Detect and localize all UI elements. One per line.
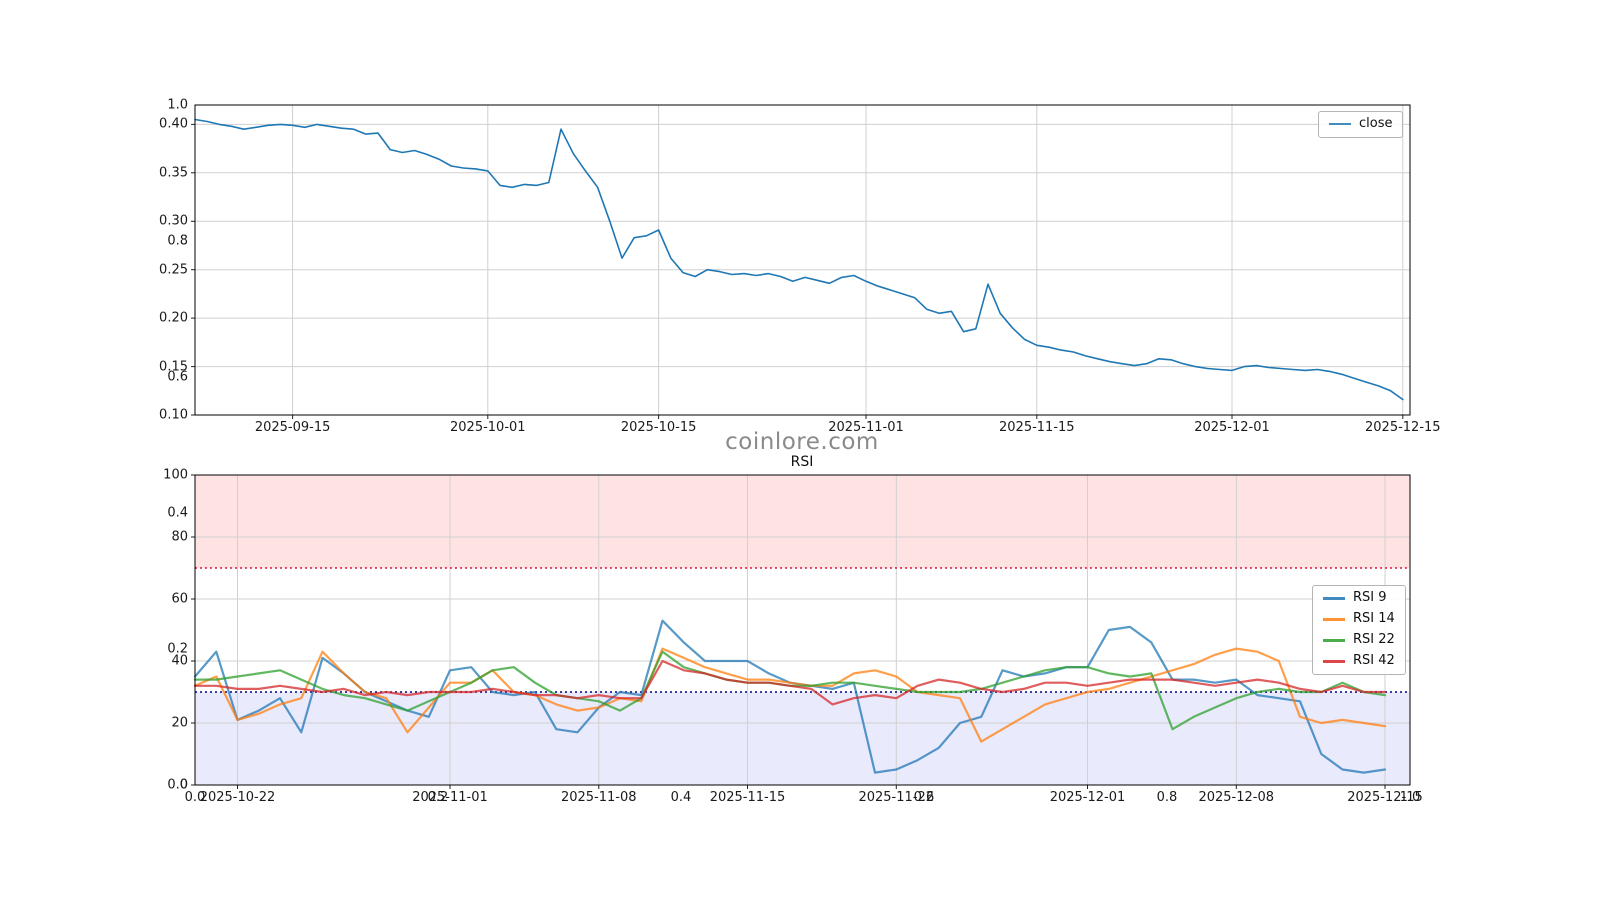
legend-item: close bbox=[1329, 116, 1393, 132]
ytick-label: 0.20 bbox=[159, 310, 188, 326]
xtick-label: 0.6 bbox=[913, 790, 935, 805]
xtick-label: 2025-10-01 bbox=[450, 420, 526, 435]
legend-label: RSI 22 bbox=[1353, 631, 1395, 647]
watermark: coinlore.com bbox=[725, 429, 879, 455]
ytick-label: 1.0 bbox=[167, 97, 188, 113]
rsi-legend: RSI 9 RSI 14 RSI 22 RSI 42 bbox=[1312, 585, 1406, 675]
xtick-label: 1.0 bbox=[1399, 790, 1421, 805]
legend-label: close bbox=[1359, 116, 1393, 131]
xtick-label: 0.8 bbox=[1156, 790, 1178, 805]
legend-line-swatch bbox=[1329, 123, 1351, 126]
ytick-label: 0.25 bbox=[159, 262, 188, 278]
xtick-label: 0.4 bbox=[670, 790, 692, 805]
xtick-label: 2025-11-01 bbox=[828, 420, 904, 435]
xtick-label: 2025-11-22 bbox=[858, 790, 935, 805]
xtick-label: 2025-11-08 bbox=[560, 790, 637, 805]
ytick-label: 40 bbox=[171, 653, 188, 669]
legend-line-swatch bbox=[1323, 639, 1345, 642]
ytick-label: 0.15 bbox=[159, 359, 188, 375]
xtick-label: 2025-12-08 bbox=[1198, 790, 1275, 805]
legend-item: RSI 14 bbox=[1323, 610, 1395, 627]
ytick-label: 20 bbox=[171, 715, 188, 731]
ytick-label: 0.30 bbox=[159, 213, 188, 229]
rsi-title: RSI bbox=[790, 454, 814, 470]
legend-item: RSI 42 bbox=[1323, 652, 1395, 669]
xtick-label: 0.2 bbox=[427, 790, 449, 805]
xtick-label: 2025-09-15 bbox=[254, 420, 331, 435]
legend-label: RSI 14 bbox=[1353, 610, 1395, 626]
ytick-label: 0 bbox=[179, 777, 188, 793]
xtick-label: 2025-12-15 bbox=[1347, 790, 1423, 805]
legend-line-swatch bbox=[1323, 597, 1345, 600]
ytick-label: 0.6 bbox=[167, 369, 188, 385]
legend-line-swatch bbox=[1323, 618, 1345, 621]
ytick-label: 60 bbox=[171, 591, 188, 607]
ytick-label: 0.0 bbox=[167, 777, 188, 793]
ytick-label: 100 bbox=[163, 467, 188, 483]
ytick-label: 0.8 bbox=[167, 233, 188, 249]
xtick-label: 2025-11-15 bbox=[999, 420, 1075, 435]
legend-item: RSI 22 bbox=[1323, 631, 1395, 648]
ytick-label: 0.35 bbox=[159, 165, 188, 181]
ytick-label: 0.40 bbox=[159, 116, 188, 132]
xtick-label: 2025-11-15 bbox=[709, 790, 786, 805]
xtick-label: 2025-12-01 bbox=[1049, 790, 1126, 805]
ytick-label: 80 bbox=[171, 529, 188, 545]
legend-item: RSI 9 bbox=[1323, 590, 1395, 606]
ytick-label: 0.2 bbox=[167, 641, 188, 657]
legend-label: RSI 9 bbox=[1353, 590, 1387, 605]
legend-line-swatch bbox=[1323, 660, 1345, 663]
ytick-label: 0.10 bbox=[159, 407, 188, 423]
xtick-label: 2025-11-01 bbox=[412, 790, 488, 805]
price-legend: close bbox=[1318, 111, 1404, 138]
xtick-label: 2025-12-01 bbox=[1194, 420, 1270, 435]
ytick-label: 0.4 bbox=[167, 505, 188, 521]
xtick-label: 0.0 bbox=[184, 790, 206, 805]
xtick-label: 2025-12-15 bbox=[1365, 420, 1441, 435]
xtick-label: 2025-10-22 bbox=[199, 790, 276, 805]
xtick-label: 2025-10-15 bbox=[620, 420, 697, 435]
legend-label: RSI 42 bbox=[1353, 652, 1395, 668]
